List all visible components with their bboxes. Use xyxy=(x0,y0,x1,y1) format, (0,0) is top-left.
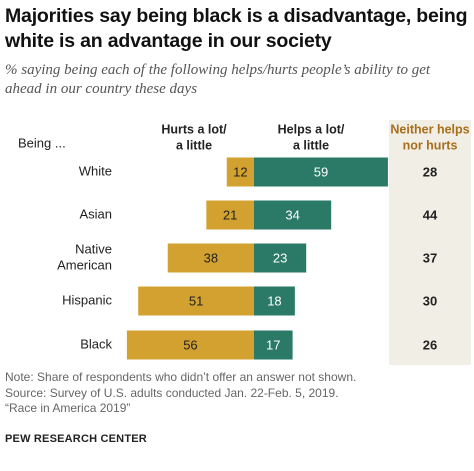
helps-value-label: 18 xyxy=(267,293,281,308)
hurts-bar xyxy=(126,330,254,360)
hurts-value-label: 56 xyxy=(183,337,197,352)
neither-header: Neither helps xyxy=(390,122,469,136)
report-line: “Race in America 2019” xyxy=(5,401,131,415)
note-line: Note: Share of respondents who didn’t of… xyxy=(5,370,357,384)
category-label: Black xyxy=(80,336,112,351)
hurts-value-label: 51 xyxy=(189,293,203,308)
category-label: Asian xyxy=(79,206,112,221)
category-label: Native xyxy=(75,241,112,256)
neither-value-label: 44 xyxy=(423,207,438,222)
helps-header: a little xyxy=(293,138,329,152)
hurts-value-label: 21 xyxy=(223,207,237,222)
neither-value-label: 26 xyxy=(423,337,437,352)
helps-value-label: 59 xyxy=(314,164,328,179)
helps-bar xyxy=(254,157,388,187)
category-label: American xyxy=(57,257,112,272)
helps-bar xyxy=(254,286,295,316)
helps-value-label: 34 xyxy=(285,207,299,222)
hurts-value-label: 38 xyxy=(204,250,218,265)
helps-header: Helps a lot/ xyxy=(278,122,345,136)
neither-value-label: 28 xyxy=(423,164,437,179)
helps-bar xyxy=(254,243,307,273)
neither-header: nor hurts xyxy=(403,138,458,152)
helps-value-label: 17 xyxy=(266,337,280,352)
source-line: Source: Survey of U.S. adults conducted … xyxy=(5,385,339,400)
category-label: White xyxy=(79,163,112,178)
category-label: Hispanic xyxy=(62,292,112,307)
hurts-value-label: 12 xyxy=(233,164,247,179)
row-header: Being ... xyxy=(18,135,66,150)
neither-value-label: 30 xyxy=(423,293,437,308)
chart-subtitle: % saying being each of the following hel… xyxy=(5,62,431,97)
hurts-bar xyxy=(167,243,254,273)
neither-value-label: 37 xyxy=(423,250,437,265)
helps-value-label: 23 xyxy=(273,250,287,265)
neither-column-band xyxy=(389,120,471,365)
hurts-bar xyxy=(226,157,254,187)
hurts-bar xyxy=(206,200,254,230)
hurts-header: a little xyxy=(176,138,212,152)
chart-title: Majorities say being black is a disadvan… xyxy=(5,5,468,52)
hurts-bar xyxy=(138,286,254,316)
source-org-logo-text: PEW RESEARCH CENTER xyxy=(5,433,147,445)
chart-note: Note: Share of respondents who didn’t of… xyxy=(5,370,465,417)
helps-bar xyxy=(254,200,332,230)
helps-bar xyxy=(254,330,293,360)
hurts-header: Hurts a lot/ xyxy=(161,122,227,136)
